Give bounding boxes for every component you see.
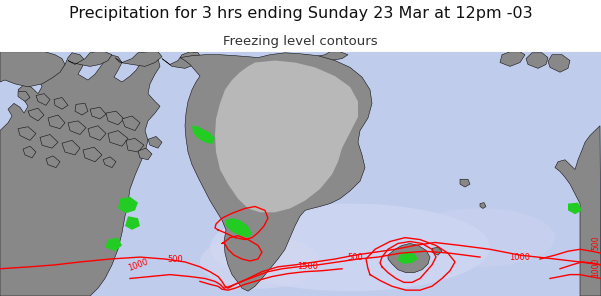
Polygon shape [88, 126, 106, 140]
Polygon shape [18, 127, 36, 140]
Polygon shape [398, 251, 418, 264]
Polygon shape [122, 116, 140, 131]
Polygon shape [36, 94, 50, 105]
Text: 500: 500 [167, 255, 183, 263]
Text: 1500: 1500 [297, 262, 319, 271]
Polygon shape [0, 52, 65, 87]
Polygon shape [0, 53, 160, 296]
Text: Precipitation for 3 hrs ending Sunday 23 Mar at 12pm -03: Precipitation for 3 hrs ending Sunday 23… [69, 7, 532, 22]
Polygon shape [28, 108, 44, 121]
Polygon shape [105, 238, 122, 251]
Text: 1000: 1000 [127, 257, 150, 273]
Polygon shape [500, 52, 525, 66]
Polygon shape [75, 103, 88, 115]
Polygon shape [23, 146, 36, 158]
Polygon shape [103, 157, 116, 168]
Polygon shape [62, 140, 80, 155]
Polygon shape [108, 131, 128, 146]
Polygon shape [90, 107, 106, 119]
Polygon shape [432, 247, 442, 255]
Text: Freezing level contours: Freezing level contours [223, 35, 378, 48]
Text: 500: 500 [591, 235, 600, 250]
Polygon shape [568, 202, 582, 214]
Text: 500: 500 [347, 252, 363, 262]
Polygon shape [48, 115, 65, 129]
Polygon shape [125, 216, 140, 230]
Polygon shape [192, 126, 215, 144]
Text: 1000: 1000 [510, 252, 531, 262]
Polygon shape [548, 55, 570, 72]
Polygon shape [46, 156, 60, 168]
Polygon shape [18, 92, 30, 102]
Polygon shape [106, 111, 124, 125]
Polygon shape [68, 121, 86, 134]
Polygon shape [555, 126, 601, 296]
Ellipse shape [200, 235, 320, 289]
Polygon shape [138, 148, 152, 160]
Polygon shape [126, 139, 144, 152]
Ellipse shape [405, 208, 555, 267]
Polygon shape [305, 52, 348, 61]
Polygon shape [162, 52, 202, 68]
Polygon shape [68, 52, 112, 66]
Polygon shape [226, 218, 252, 238]
Polygon shape [388, 244, 430, 273]
Polygon shape [118, 197, 138, 213]
Text: 1000: 1000 [591, 257, 600, 276]
Polygon shape [526, 53, 548, 68]
Polygon shape [215, 61, 358, 212]
Polygon shape [115, 52, 162, 66]
Polygon shape [54, 97, 68, 109]
Ellipse shape [210, 204, 490, 291]
Polygon shape [83, 147, 102, 162]
Polygon shape [460, 179, 470, 187]
Polygon shape [480, 202, 486, 208]
Polygon shape [40, 134, 58, 148]
Polygon shape [180, 53, 372, 291]
Polygon shape [148, 136, 162, 148]
